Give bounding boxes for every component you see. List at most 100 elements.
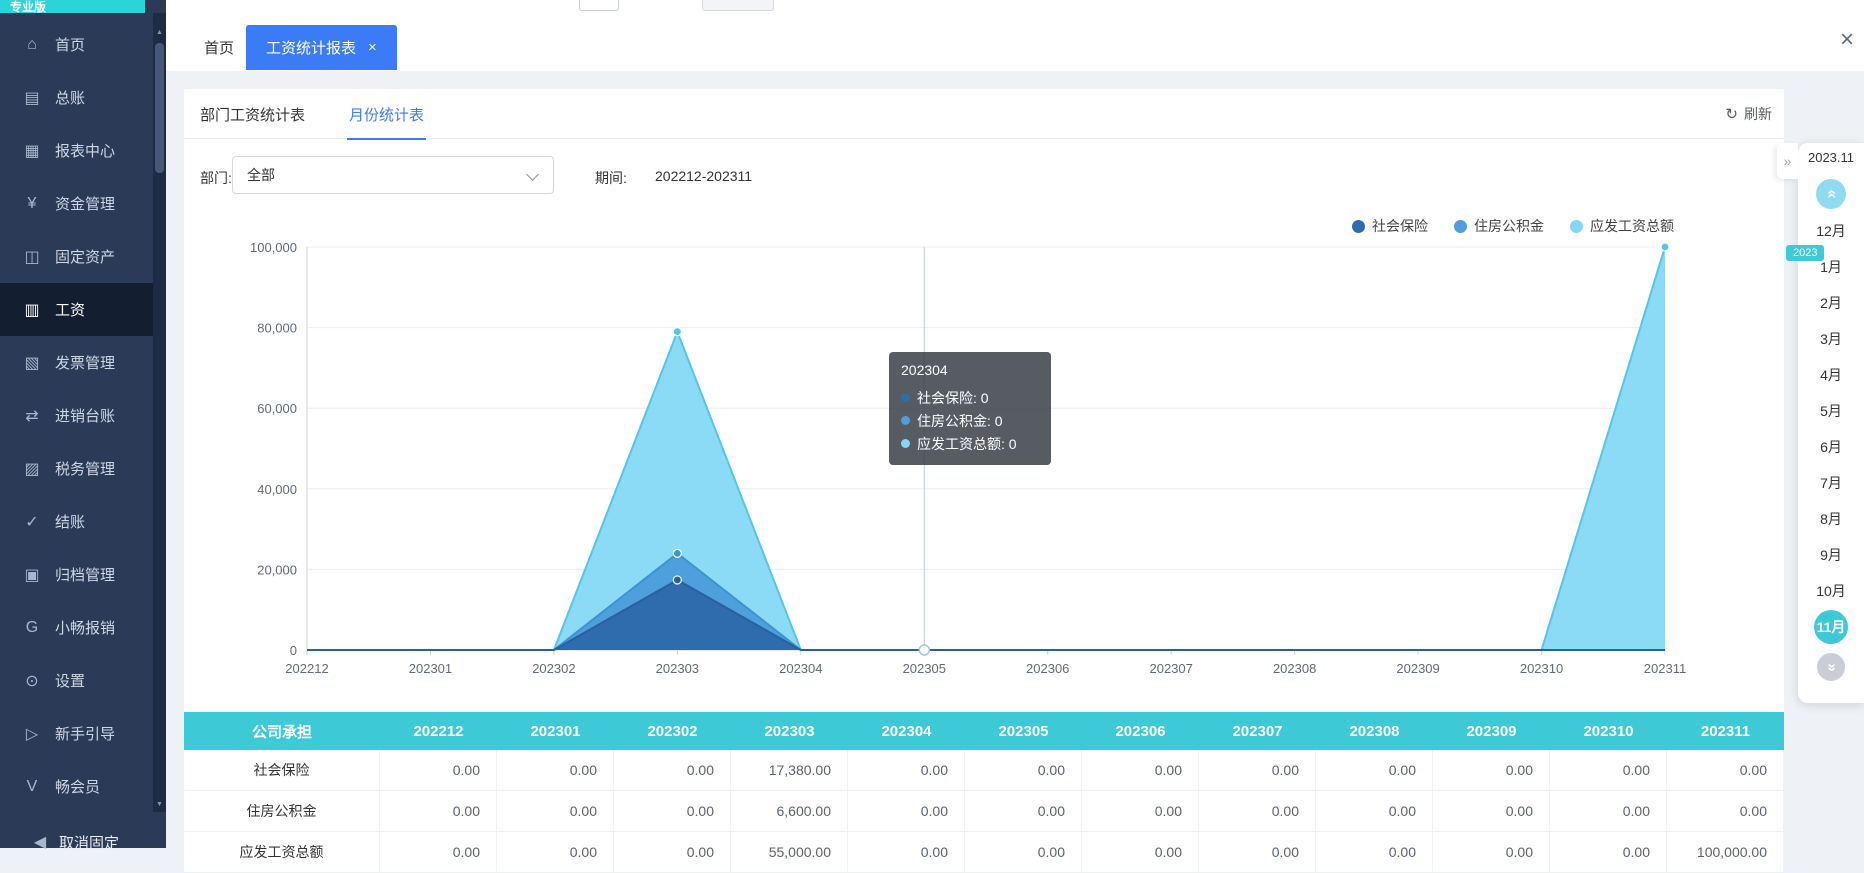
- svg-text:20,000: 20,000: [257, 562, 297, 577]
- table-cell: 55,000.00: [731, 832, 848, 872]
- table-header-cell: 202303: [731, 712, 848, 750]
- row-label: 社会保险: [184, 750, 380, 790]
- table-cell: 0.00: [1199, 750, 1316, 790]
- sidebar-item-fund-management[interactable]: ¥资金管理: [0, 177, 166, 230]
- sidebar-item-settings[interactable]: ⊙设置: [0, 654, 166, 707]
- sidebar-item-report-center[interactable]: ▦报表中心: [0, 124, 166, 177]
- table-header-cell: 202306: [1082, 712, 1199, 750]
- sidebar-item-purchase-sale-ledger[interactable]: ⇄ 进销台账: [0, 389, 166, 442]
- legend-dot-icon: [1454, 220, 1467, 233]
- month-item-7[interactable]: 7月: [1798, 465, 1864, 501]
- month-item-5[interactable]: 5月: [1798, 393, 1864, 429]
- sidebar-scrollbar[interactable]: ▲ ▼: [153, 13, 166, 812]
- sidebar-item-general-ledger[interactable]: ▤总账: [0, 71, 166, 124]
- scrollbar-thumb[interactable]: [155, 43, 164, 173]
- sidebar-item-beginner-guide[interactable]: ▷新手引导: [0, 707, 166, 760]
- table-cell: 0.00: [1433, 750, 1550, 790]
- month-item-3[interactable]: 3月: [1798, 321, 1864, 357]
- sidebar-top-cap: [145, 0, 166, 13]
- sidebar-item-fixed-assets[interactable]: ◫固定资产: [0, 230, 166, 283]
- month-item-0[interactable]: 12月: [1798, 213, 1864, 249]
- tab-salary-report[interactable]: 工资统计报表 ×: [246, 25, 397, 70]
- table-cell: 0.00: [614, 791, 731, 831]
- sidebar-item-invoice-management[interactable]: ▧发票管理: [0, 336, 166, 389]
- tab-month-stats-table[interactable]: 月份统计表: [349, 89, 424, 139]
- month-item-8[interactable]: 8月: [1798, 501, 1864, 537]
- month-item-2[interactable]: 2月: [1798, 285, 1864, 321]
- beginner-guide-icon: ▷: [22, 724, 42, 744]
- chart-legend: 社会保险 住房公积金 应发工资总额: [1352, 216, 1674, 236]
- table-cell: 0.00: [1667, 750, 1784, 790]
- table-cell: 0.00: [1199, 832, 1316, 872]
- tab-dept-salary-table[interactable]: 部门工资统计表: [200, 89, 305, 139]
- table-header-cell: 202305: [965, 712, 1082, 750]
- table-header-cell: 202310: [1550, 712, 1667, 750]
- period-label: 期间:: [595, 168, 627, 188]
- sidebar-item-archive-management[interactable]: ▣归档管理: [0, 548, 166, 601]
- month-label: 9月: [1814, 538, 1848, 572]
- chevron-up-icon: «: [1822, 190, 1840, 199]
- month-item-9[interactable]: 9月: [1798, 537, 1864, 573]
- svg-text:202311: 202311: [1644, 661, 1686, 676]
- table-cell: 0.00: [380, 791, 497, 831]
- month-item-4[interactable]: 4月: [1798, 357, 1864, 393]
- sidebar-item-unpin[interactable]: ◀ 取消固定: [0, 820, 153, 864]
- month-item-6[interactable]: 6月: [1798, 429, 1864, 465]
- department-select-value: 全部: [247, 165, 275, 185]
- month-label: 5月: [1814, 394, 1848, 428]
- svg-text:202310: 202310: [1520, 661, 1563, 676]
- salary-report-card: 部门工资统计表 月份统计表 ↻ 刷新 部门: 全部 期间: 202212-202…: [184, 89, 1784, 848]
- svg-text:0: 0: [290, 643, 297, 658]
- table-header-cell: 202311: [1667, 712, 1784, 750]
- legend-dot-icon: [1352, 220, 1365, 233]
- report-tabs: 部门工资统计表 月份统计表 ↻ 刷新: [184, 89, 1784, 139]
- table-cell: 0.00: [497, 750, 614, 790]
- month-item-10[interactable]: 10月: [1798, 573, 1864, 609]
- legend-item-gross-salary[interactable]: 应发工资总额: [1570, 216, 1674, 236]
- sidebar-item-label: 进销台账: [55, 405, 115, 426]
- scroll-up-arrow-icon[interactable]: ▲: [153, 29, 166, 36]
- sidebar-item-home[interactable]: ⌂首页: [0, 18, 166, 71]
- svg-text:80,000: 80,000: [257, 321, 297, 336]
- svg-text:202309: 202309: [1396, 661, 1439, 676]
- svg-text:202307: 202307: [1149, 661, 1192, 676]
- table-cell: 0.00: [1316, 791, 1433, 831]
- legend-item-housing-fund[interactable]: 住房公积金: [1454, 216, 1544, 236]
- unpin-icon: ◀: [30, 832, 50, 852]
- calendar-collapse-handle[interactable]: »: [1777, 143, 1798, 179]
- report-center-icon: ▦: [22, 141, 42, 161]
- fixed-assets-icon: ◫: [22, 247, 42, 267]
- legend-label: 社会保险: [1372, 216, 1428, 236]
- svg-text:100,000: 100,000: [250, 240, 297, 255]
- svg-text:202308: 202308: [1273, 661, 1316, 676]
- sidebar-item-tax-management[interactable]: ▨税务管理: [0, 442, 166, 495]
- department-select[interactable]: 全部: [232, 156, 554, 194]
- calendar-scroll-down-button[interactable]: «: [1817, 653, 1845, 681]
- month-item-11[interactable]: 11月: [1798, 609, 1864, 645]
- table-cell: 0.00: [1082, 791, 1199, 831]
- scroll-down-arrow-icon[interactable]: ▼: [153, 801, 166, 808]
- sidebar-item-label: 设置: [55, 670, 85, 691]
- purchase-sale-ledger-icon: ⇄: [22, 406, 42, 426]
- sidebar-item-salary[interactable]: ▥工资: [0, 283, 166, 336]
- tab-home[interactable]: 首页: [184, 25, 254, 70]
- sidebar-item-label: 发票管理: [55, 352, 115, 373]
- refresh-button[interactable]: ↻ 刷新: [1725, 89, 1772, 139]
- table-cell: 0.00: [614, 750, 731, 790]
- calendar-scroll-up-button[interactable]: «: [1816, 179, 1846, 209]
- edition-badge: 专业版: [0, 0, 145, 13]
- xiaochang-reimburse-icon: G: [22, 619, 42, 637]
- tab-close-icon[interactable]: ×: [368, 39, 377, 56]
- workspace-close-icon[interactable]: ×: [1840, 28, 1854, 52]
- legend-item-social-insurance[interactable]: 社会保险: [1352, 216, 1428, 236]
- table-header-cell: 公司承担: [184, 712, 380, 750]
- period-value: 202212-202311: [655, 168, 752, 184]
- sidebar-item-closing[interactable]: ✓结账: [0, 495, 166, 548]
- table-cell: 0.00: [1316, 750, 1433, 790]
